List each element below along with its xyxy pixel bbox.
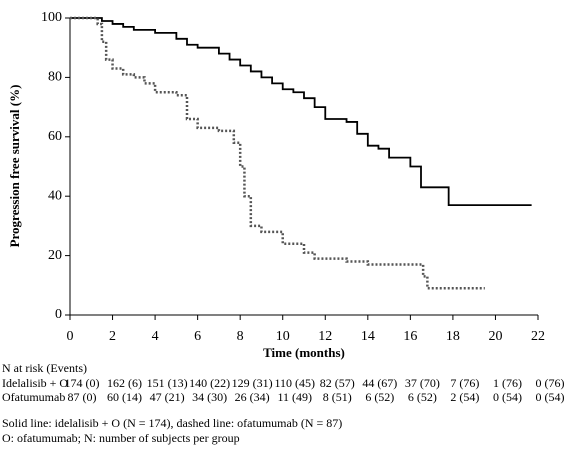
risk-cell: 60 (14) <box>107 390 142 404</box>
risk-cell: 129 (31) <box>232 376 273 390</box>
x-tick-label: 18 <box>446 329 460 344</box>
survival-curve <box>70 16 485 290</box>
y-tick-label: 20 <box>48 248 62 263</box>
x-tick-label: 6 <box>194 329 201 344</box>
risk-cell: 6 (52) <box>408 390 437 404</box>
x-tick-label: 20 <box>488 329 502 344</box>
y-tick-label: 80 <box>48 70 62 85</box>
x-tick-label: 4 <box>152 329 159 344</box>
risk-cell: 47 (21) <box>150 390 185 404</box>
risk-cell: 162 (6) <box>107 376 142 390</box>
y-tick-label: 0 <box>55 307 62 322</box>
risk-title: N at risk (Events) <box>2 361 87 375</box>
x-tick-label: 8 <box>237 329 244 344</box>
x-tick-label: 2 <box>109 329 116 344</box>
y-tick-label: 40 <box>48 188 62 203</box>
risk-cell: 2 (54) <box>450 390 479 404</box>
risk-cell: 1 (76) <box>493 376 522 390</box>
risk-cell: 110 (45) <box>274 376 315 390</box>
risk-cell: 174 (0) <box>65 376 100 390</box>
risk-row-label: Ofatumumab <box>2 390 65 404</box>
x-tick-label: 16 <box>403 329 417 344</box>
risk-row-label: Idelalisib + O <box>2 376 68 390</box>
risk-cell: 87 (0) <box>68 390 97 404</box>
risk-cell: 0 (54) <box>536 390 565 404</box>
y-tick-label: 100 <box>41 10 62 25</box>
survival-curve <box>70 17 532 207</box>
risk-cell: 6 (52) <box>365 390 394 404</box>
risk-cell: 34 (30) <box>192 390 227 404</box>
risk-cell: 44 (67) <box>362 376 397 390</box>
risk-cell: 11 (49) <box>277 390 312 404</box>
risk-cell: 151 (13) <box>147 376 188 390</box>
x-axis-label: Time (months) <box>263 345 345 360</box>
x-tick-label: 14 <box>361 329 375 344</box>
risk-cell: 8 (51) <box>323 390 352 404</box>
y-axis-label: Progression free survival (%) <box>7 85 22 248</box>
x-tick-label: 22 <box>531 329 545 344</box>
risk-cell: 82 (57) <box>320 376 355 390</box>
risk-cell: 0 (54) <box>493 390 522 404</box>
x-tick-label: 10 <box>276 329 290 344</box>
footnote: O: ofatumumab; N: number of subjects per… <box>2 431 240 445</box>
risk-cell: 140 (22) <box>189 376 230 390</box>
risk-cell: 37 (70) <box>405 376 440 390</box>
x-tick-label: 12 <box>318 329 332 344</box>
footnote: Solid line: idelalisib + O (N = 174), da… <box>2 416 342 430</box>
risk-cell: 0 (76) <box>536 376 565 390</box>
y-tick-label: 60 <box>48 129 62 144</box>
x-tick-label: 0 <box>67 329 74 344</box>
risk-cell: 26 (34) <box>235 390 270 404</box>
risk-cell: 7 (76) <box>450 376 479 390</box>
